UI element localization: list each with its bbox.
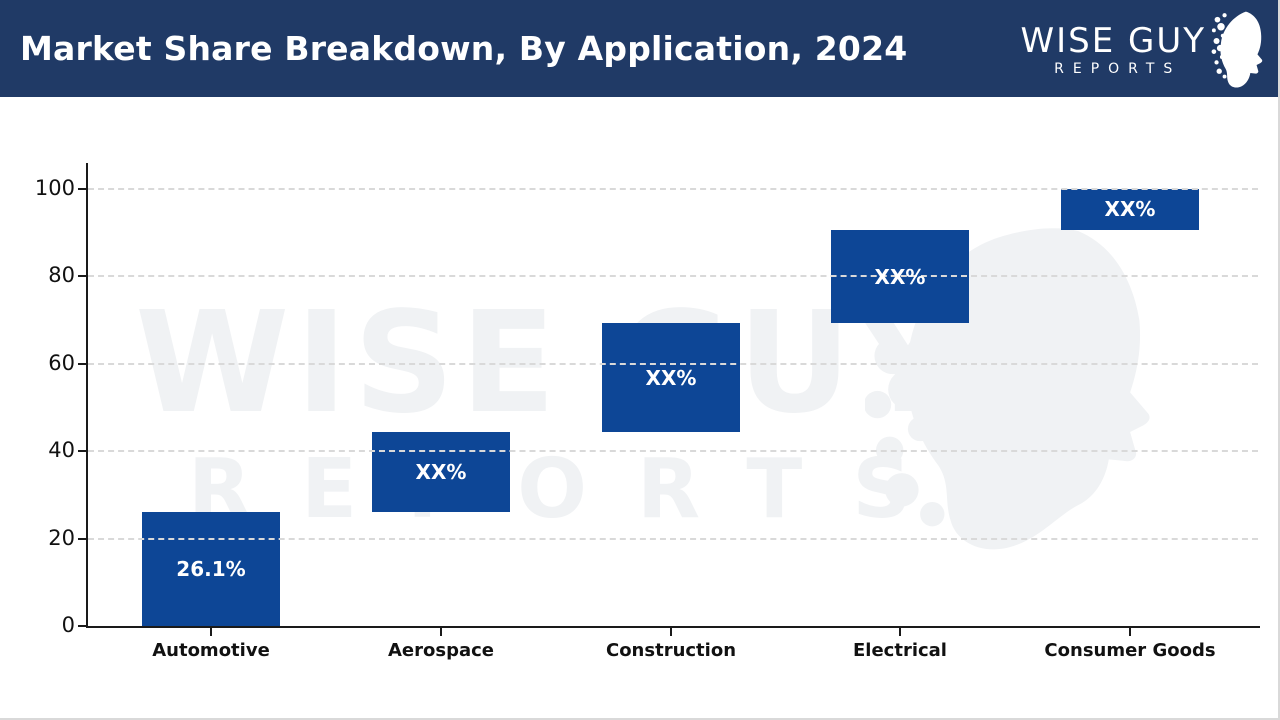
gridline-80 [88, 275, 1258, 277]
y-tick-label: 40 [48, 438, 75, 462]
chart-title: Market Share Breakdown, By Application, … [20, 29, 908, 68]
x-tick-mark [670, 628, 672, 636]
gridline-60 [88, 362, 1258, 365]
bar-construction [602, 323, 740, 432]
logo-wordmark: WISE GUY REPORTS [1020, 20, 1206, 78]
bar-label-automotive: 26.1% [176, 556, 246, 581]
bar-aerospace [372, 431, 510, 512]
x-tick-mark [1129, 628, 1131, 636]
wiseguy-logo: WISE GUY REPORTS [1020, 9, 1266, 89]
y-tick-label: 100 [34, 175, 75, 200]
category-label-consumer-goods: Consumer Goods [1044, 640, 1216, 661]
y-tick-label: 60 [48, 350, 75, 375]
y-tick-label: 80 [48, 263, 75, 287]
y-tick-label: 0 [61, 613, 75, 637]
gridline-40 [88, 450, 1258, 452]
y-tick-mark [78, 275, 87, 277]
y-tick-label: 20 [48, 525, 75, 550]
logo-line2: REPORTS [1054, 61, 1182, 78]
bar-label-construction: XX% [645, 365, 697, 390]
bar-label-aerospace: XX% [415, 459, 467, 484]
logo-head-icon [1211, 11, 1263, 88]
gridline-20 [88, 537, 1258, 540]
category-label-construction: Construction [605, 640, 737, 661]
category-label-aerospace: Aerospace [387, 640, 494, 661]
logo-line1: WISE GUY [1020, 20, 1206, 61]
x-tick-mark [210, 628, 212, 636]
y-tick-mark [78, 625, 87, 627]
header-bar: Market Share Breakdown, By Application, … [0, 0, 1278, 97]
x-axis-line [86, 626, 1260, 628]
y-tick-mark [78, 187, 87, 190]
category-label-automotive: Automotive [152, 640, 270, 661]
bar-consumer-goods [1061, 188, 1199, 231]
x-tick-mark [440, 628, 442, 636]
y-tick-mark [78, 362, 87, 365]
gridline-100 [88, 187, 1258, 190]
y-axis-line [86, 163, 88, 628]
bar-label-consumer-goods: XX% [1104, 197, 1156, 222]
y-tick-mark [78, 450, 87, 452]
bar-automotive [142, 511, 280, 626]
category-label-electrical: Electrical [853, 640, 947, 661]
y-tick-mark [78, 537, 87, 540]
x-tick-mark [899, 628, 901, 636]
